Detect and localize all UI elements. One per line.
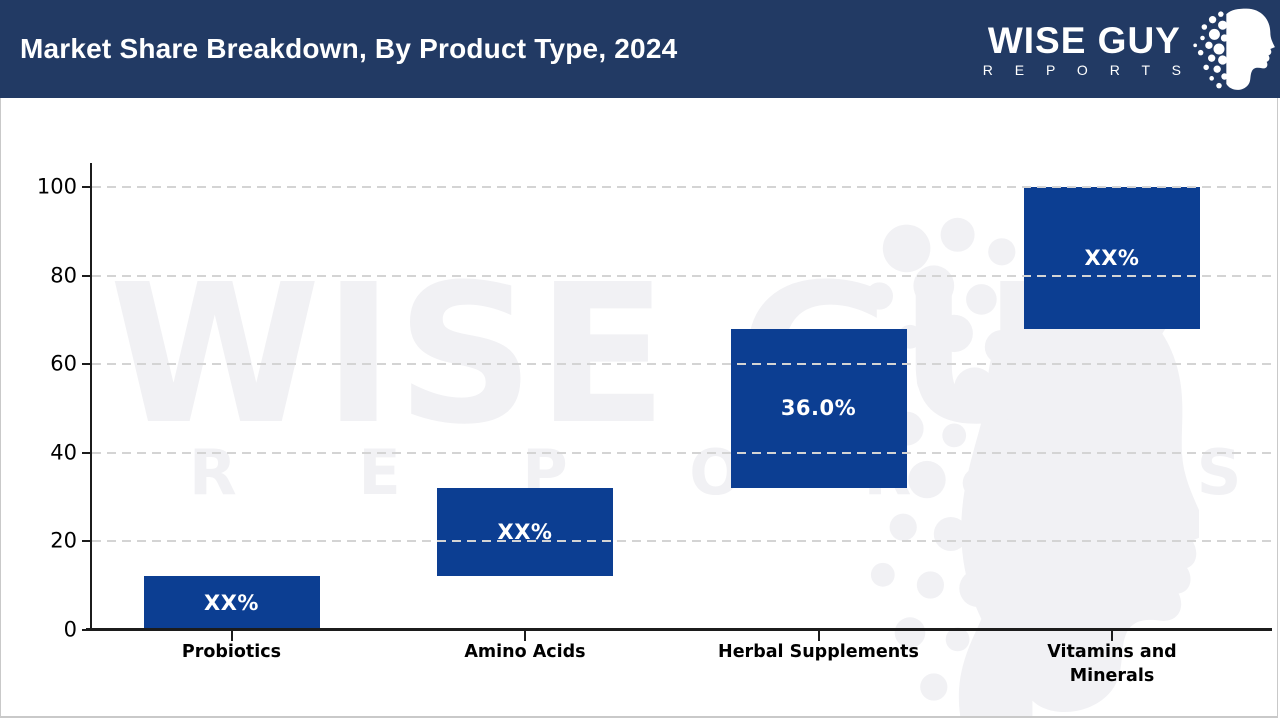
y-axis-line xyxy=(90,163,92,631)
gridline-80 xyxy=(92,274,1271,277)
x-tick-2 xyxy=(524,631,526,641)
x-axis-line xyxy=(86,628,1272,631)
bar-probiotics: XX% xyxy=(143,576,320,630)
bar-amino-acids: XX% xyxy=(437,488,613,577)
y-tick-20 xyxy=(82,540,91,543)
logo-wordmark: WISE GUY xyxy=(987,19,1181,61)
y-tick-label-100: 100 xyxy=(36,174,77,199)
plot-region: XX% XX% 36.0% XX% 0 20 40 60 80 100 Probiotics Amin… xyxy=(1,98,1277,716)
wise-guy-reports-logo: WISE GUY R E P O R T S xyxy=(979,5,1280,93)
x-tick-1 xyxy=(230,631,233,641)
y-tick-40 xyxy=(82,451,91,454)
category-label-4: Vitamins and Minerals xyxy=(1047,642,1177,686)
category-label-1: Probiotics xyxy=(181,642,282,662)
bar-value-label: 36.0% xyxy=(780,396,857,421)
category-label-3: Herbal Supplements xyxy=(718,642,919,662)
y-tick-label-80: 80 xyxy=(50,263,77,288)
bar-value-label: XX% xyxy=(1084,246,1140,271)
x-tick-4 xyxy=(1111,631,1113,641)
gridline-20 xyxy=(92,540,1271,543)
bar-value-label: XX% xyxy=(204,590,259,615)
y-tick-label-0: 0 xyxy=(63,617,77,641)
logo-subtitle: R E P O R T S xyxy=(982,61,1190,78)
y-tick-label-40: 40 xyxy=(50,440,77,465)
y-tick-80 xyxy=(82,274,91,277)
gridline-40 xyxy=(92,451,1271,454)
bar-herbal-supplements: 36.0% xyxy=(730,328,907,488)
logo-text: WISE GUY R E P O R T S xyxy=(979,22,1190,77)
category-label-2: Amino Acids xyxy=(464,642,586,662)
chart-area: WISE GUY R E P O R T S XX%XX%36.0%XX%020… xyxy=(0,98,1278,718)
bar-vitamins-and-minerals: XX% xyxy=(1024,187,1200,329)
y-tick-label-20: 20 xyxy=(50,528,77,553)
gridline-100 xyxy=(92,186,1271,189)
y-tick-label-60: 60 xyxy=(50,351,77,376)
y-tick-60 xyxy=(82,363,91,366)
page-title: Market Share Breakdown, By Product Type,… xyxy=(20,33,678,64)
logo-head-dots-icon xyxy=(1193,8,1275,90)
header-bar: Market Share Breakdown, By Product Type,… xyxy=(0,0,1280,98)
x-tick-3 xyxy=(817,631,820,641)
y-tick-100 xyxy=(82,186,91,189)
gridline-60 xyxy=(92,363,1271,366)
